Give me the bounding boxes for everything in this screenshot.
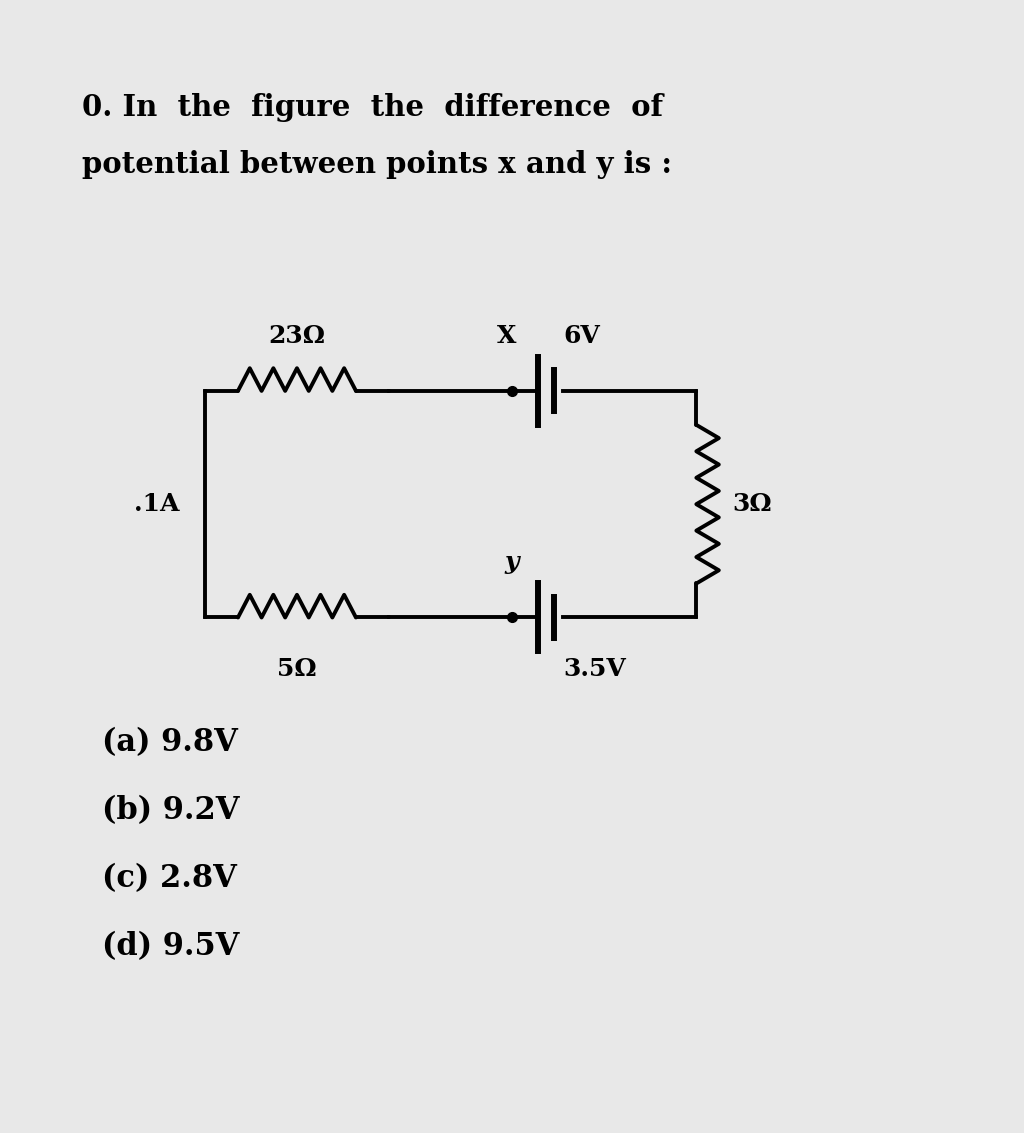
Text: y: y	[505, 551, 519, 574]
Text: X: X	[497, 324, 517, 348]
Text: 3Ω: 3Ω	[732, 492, 772, 517]
Text: (d) 9.5V: (d) 9.5V	[102, 930, 240, 962]
Text: .1A: .1A	[134, 492, 179, 517]
Text: 23Ω: 23Ω	[268, 324, 326, 348]
Text: potential between points x and y is :: potential between points x and y is :	[82, 150, 672, 179]
Text: (b) 9.2V: (b) 9.2V	[102, 794, 240, 826]
Text: 6V: 6V	[563, 324, 600, 348]
Text: 5Ω: 5Ω	[278, 657, 316, 681]
Text: 3.5V: 3.5V	[563, 657, 626, 681]
Text: 0. In  the  figure  the  difference  of: 0. In the figure the difference of	[82, 93, 663, 122]
Text: (c) 2.8V: (c) 2.8V	[102, 862, 238, 894]
Text: (a) 9.8V: (a) 9.8V	[102, 726, 239, 758]
